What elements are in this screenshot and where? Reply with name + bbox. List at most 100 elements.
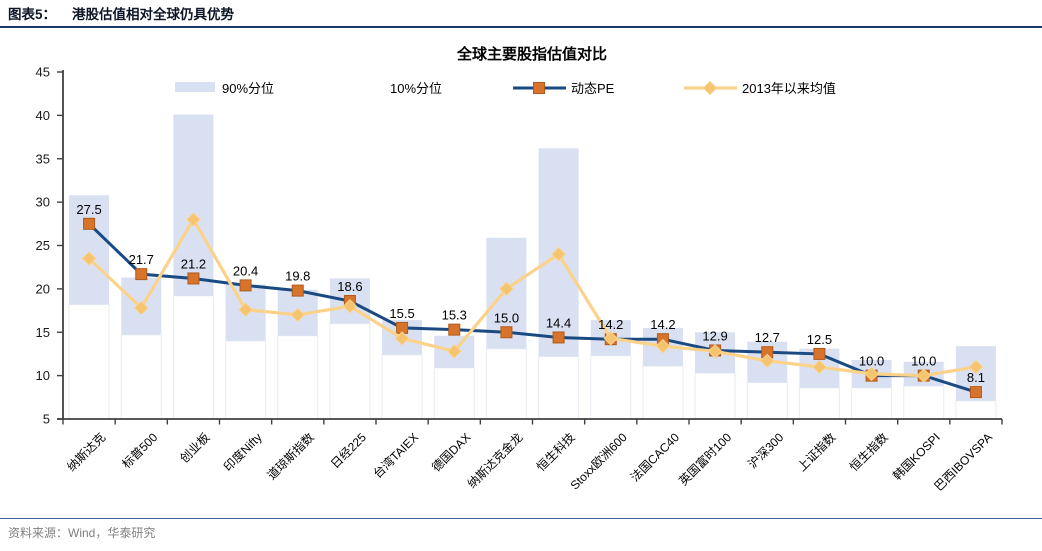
pe-value-label: 21.7 xyxy=(129,252,154,267)
x-axis-label: 上证指数 xyxy=(794,430,839,475)
mean-since-2013-marker xyxy=(447,344,462,359)
pe-value-label: 19.8 xyxy=(285,269,310,284)
mean-since-2013-marker xyxy=(499,281,514,297)
dynamic-pe-marker xyxy=(448,323,461,336)
y-axis-tick-label: 35 xyxy=(36,151,50,166)
data-source-note: 资料来源：Wind，华泰研究 xyxy=(8,526,156,540)
dynamic-pe-line xyxy=(88,222,977,394)
pe-value-label: 18.6 xyxy=(337,279,362,294)
mean-since-2013-marker xyxy=(655,338,671,354)
pe-value-label: 12.7 xyxy=(755,330,780,345)
mean-since-2013-marker xyxy=(603,331,618,346)
legend-label-mean-since-2013: 2013年以来均值 xyxy=(742,81,836,96)
figure-label: 图表5： xyxy=(8,7,57,22)
x-axis-label: 印度Nifty xyxy=(220,430,265,475)
figure-footer: 资料来源：Wind，华泰研究 xyxy=(0,518,1042,551)
x-axis-label: 沪深300 xyxy=(745,430,786,471)
x-axis-label: 德国DAX xyxy=(428,430,473,475)
percentile-10-base-bar xyxy=(381,354,423,420)
y-axis-tick-label: 30 xyxy=(36,195,50,210)
mean-since-2013-marker xyxy=(707,344,723,359)
pe-value-label: 10.0 xyxy=(859,354,884,369)
mean-since-2013-marker xyxy=(186,212,201,227)
mean-since-2013-marker xyxy=(290,307,305,323)
x-axis-label: 恒生指数 xyxy=(846,430,891,475)
x-axis-label: 道琼斯指数 xyxy=(264,430,317,483)
x-axis-label: 日经225 xyxy=(328,430,369,471)
pe-value-label: 15.3 xyxy=(442,308,467,323)
x-axis-label: 台湾TAIEX xyxy=(370,430,421,481)
dynamic-pe-marker xyxy=(813,347,826,360)
x-axis-label: 纳斯达克金龙 xyxy=(464,430,526,492)
pe-value-label: 8.1 xyxy=(967,370,985,385)
percentile-10-base-bar xyxy=(903,385,945,420)
legend-label-dynamic-pe: 动态PE xyxy=(571,81,615,96)
percentile-10-base-bar xyxy=(798,387,840,420)
dynamic-pe-marker xyxy=(552,331,565,344)
legend-marker-mean-since-2013 xyxy=(702,80,718,96)
mean-since-2013-marker xyxy=(812,359,827,375)
dynamic-pe-marker xyxy=(291,284,304,297)
x-axis-label: 法国CAC40 xyxy=(628,430,682,484)
x-axis-label: 恒生科技 xyxy=(534,430,578,474)
mean-since-2013-marker xyxy=(551,246,566,262)
pe-value-label: 15.0 xyxy=(494,310,519,325)
figure-header: 图表5： 港股估值相对全球仍具优势 xyxy=(0,0,1042,28)
y-axis-tick-label: 15 xyxy=(36,325,50,340)
y-axis-tick-label: 40 xyxy=(36,108,50,123)
percentile-10-base-bar xyxy=(120,334,162,420)
dynamic-pe-marker xyxy=(500,326,513,339)
mean-since-2013-marker xyxy=(342,299,358,314)
pe-value-label: 14.4 xyxy=(546,315,571,330)
legend-marker-dynamic-pe xyxy=(533,82,545,94)
pe-value-label: 12.9 xyxy=(702,328,727,343)
percentile-10-base-bar xyxy=(433,367,475,420)
dynamic-pe-marker xyxy=(239,279,252,292)
pe-value-label: 20.4 xyxy=(233,263,258,278)
pe-value-label: 27.5 xyxy=(76,202,101,217)
legend-label-90th-percentile: 90%分位 xyxy=(222,81,274,96)
pe-value-label: 14.2 xyxy=(598,317,623,332)
dynamic-pe-marker xyxy=(969,386,982,399)
percentile-10-base-bar xyxy=(329,323,371,420)
legend-swatch-10th-percentile xyxy=(345,82,385,92)
pe-value-label: 14.2 xyxy=(650,317,675,332)
x-axis-label: 标普500 xyxy=(119,430,160,471)
mean-since-2013-marker xyxy=(394,331,410,346)
pe-value-label: 15.5 xyxy=(389,306,414,321)
percentile-10-base-bar xyxy=(68,303,110,420)
mean-since-2013-marker xyxy=(238,302,253,317)
y-axis-tick-label: 20 xyxy=(36,281,50,296)
percentile-10-base-bar xyxy=(746,382,788,420)
pe-value-label: 10.0 xyxy=(911,354,936,369)
y-axis-tick-label: 45 xyxy=(36,65,50,80)
legend-swatch-90th-percentile xyxy=(175,82,215,92)
x-axis-label: 创业板 xyxy=(177,430,212,465)
dynamic-pe-marker xyxy=(135,268,148,281)
dynamic-pe-marker xyxy=(83,217,96,230)
y-axis-tick-label: 25 xyxy=(36,238,50,253)
y-axis-tick-label: 5 xyxy=(43,412,50,427)
percentile-10-90-range-bar xyxy=(69,195,110,305)
percentile-10-90-range-bar xyxy=(173,114,214,296)
mean-since-2013-marker xyxy=(916,368,931,383)
x-axis-label: 纳斯达克 xyxy=(64,430,108,474)
percentile-10-base-bar xyxy=(172,295,214,420)
x-axis-label: Stoxx欧洲600 xyxy=(568,430,630,492)
dynamic-pe-marker xyxy=(187,272,200,285)
mean-since-2013-marker xyxy=(968,359,984,375)
x-axis-label: 英国富时100 xyxy=(675,429,734,488)
pe-value-label: 12.5 xyxy=(807,332,832,347)
figure-title: 港股估值相对全球仍具优势 xyxy=(72,7,235,22)
legend-label-10th-percentile: 10%分位 xyxy=(390,81,442,96)
percentile-10-base-bar xyxy=(538,356,580,420)
percentile-10-base-bar xyxy=(485,348,527,420)
percentile-10-base-bar xyxy=(277,335,319,420)
x-axis-label: 韩国KOSPI xyxy=(889,430,943,484)
mean-since-2013-marker xyxy=(81,251,97,266)
percentile-10-base-bar xyxy=(955,400,997,420)
mean-since-2013-marker xyxy=(134,300,149,316)
percentile-10-base-bar xyxy=(851,387,893,420)
